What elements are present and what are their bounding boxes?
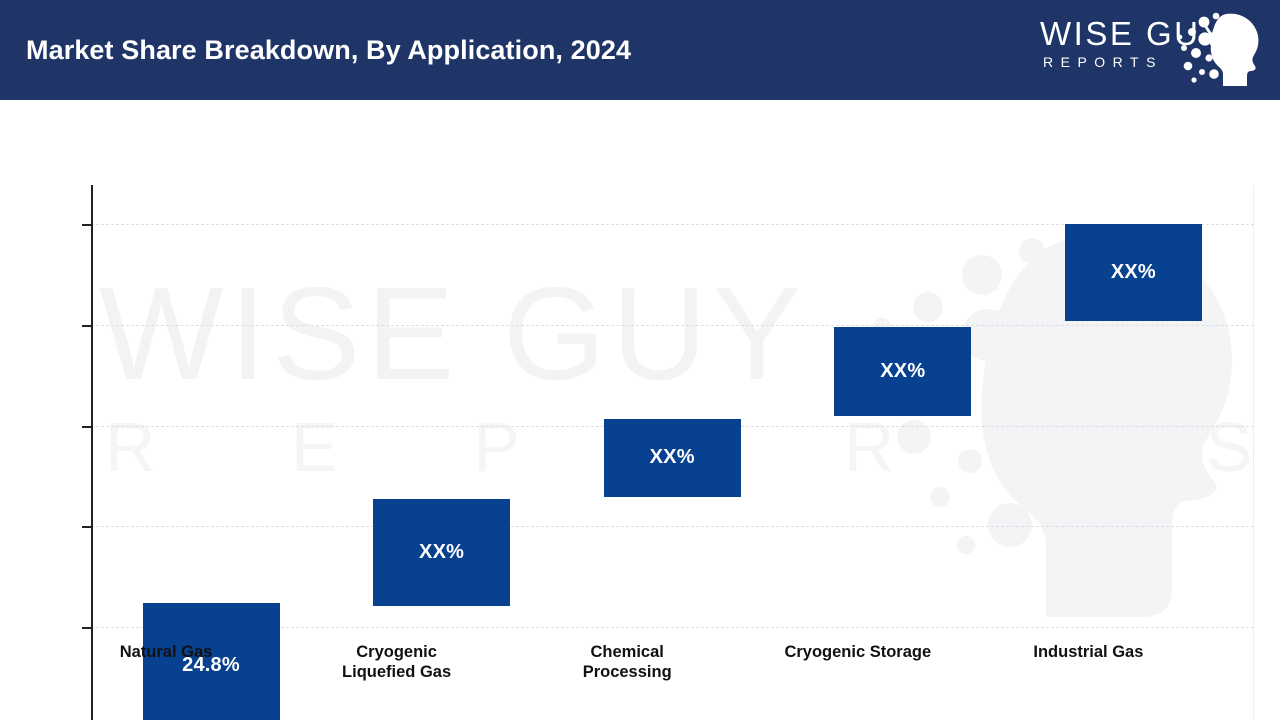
x-category-label-0: Natural Gas (119, 643, 213, 661)
y-axis-line (91, 185, 93, 720)
y-tick-mark-20 (82, 627, 91, 630)
bar-chemical-processing[interactable]: XX% (603, 419, 741, 497)
logo-sub-text: REPORTS (1043, 54, 1163, 70)
chart-canvas: WISE GUY R E P O R T S (0, 100, 1280, 720)
plot-area: 0 20 40 60 80 100 24.8% XX% XX% XX% XX% (82, 185, 1254, 720)
x-category-label-1: Cryogenic Liquefied Gas (342, 643, 452, 681)
page-header: Market Share Breakdown, By Application, … (0, 0, 1280, 100)
gridline-40 (91, 526, 1254, 528)
bar-label-0: 24.8% (182, 654, 240, 677)
gridline-80 (91, 324, 1254, 326)
brand-logo: WISE GUY REPORTS (1012, 0, 1272, 100)
y-tick-mark-100 (82, 223, 91, 226)
y-tick-mark-80 (82, 324, 91, 327)
plot-right-border (1253, 185, 1254, 720)
bar-industrial-gas[interactable]: XX% (1064, 223, 1202, 322)
bar-label-3: XX% (880, 360, 926, 383)
x-category-label-4: Industrial Gas (1033, 643, 1144, 661)
y-tick-mark-40 (82, 526, 91, 529)
bar-cryogenic-storage[interactable]: XX% (834, 327, 972, 417)
bar-label-4: XX% (1110, 261, 1156, 284)
page-title: Market Share Breakdown, By Application, … (26, 34, 632, 65)
bar-cryogenic-liquefied-gas[interactable]: XX% (373, 498, 511, 607)
gridline-100 (91, 223, 1254, 225)
bar-label-2: XX% (649, 446, 695, 469)
x-category-label-2: Chemical Processing (582, 643, 672, 681)
head-profile-dots-logo-icon (1177, 12, 1259, 86)
bar-natural-gas[interactable]: 24.8% (142, 603, 280, 720)
bar-label-1: XX% (419, 540, 465, 563)
y-tick-mark-60 (82, 425, 91, 428)
x-category-label-3: Cryogenic Storage (784, 643, 932, 661)
gridline-20 (91, 627, 1254, 629)
